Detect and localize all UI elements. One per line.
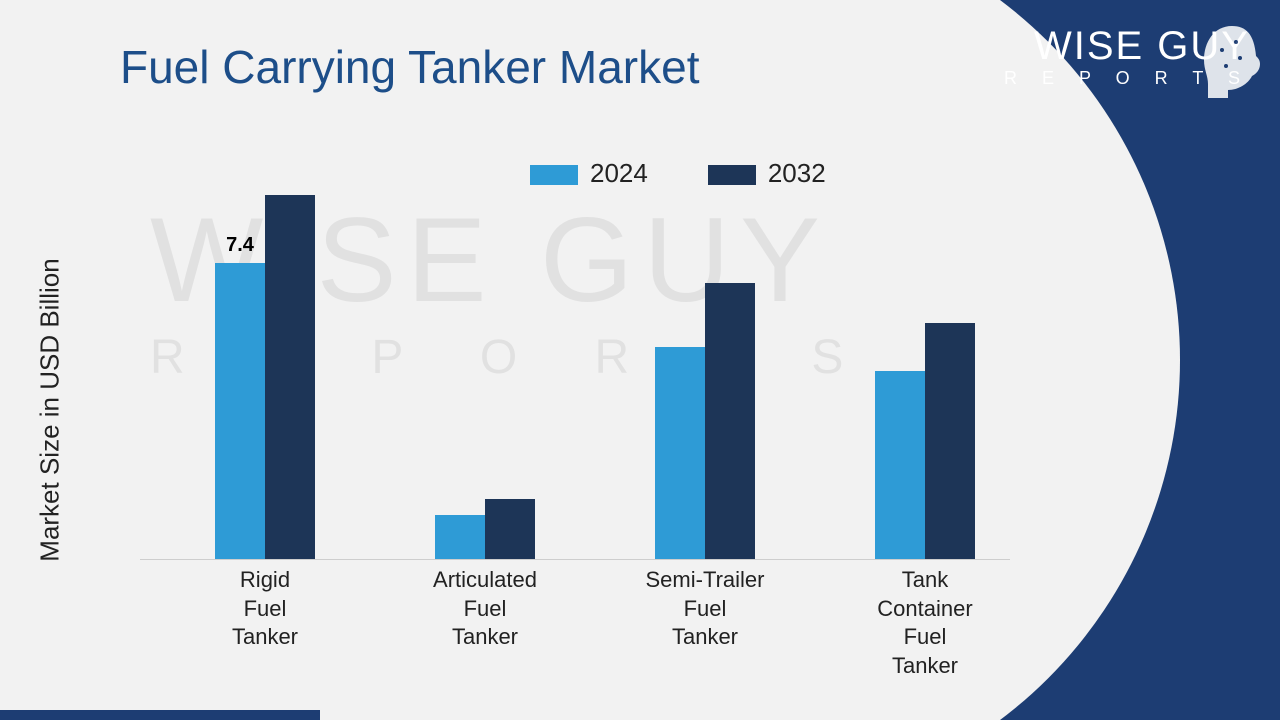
canvas: Fuel Carrying Tanker Market WISE GUY R E… [0, 0, 1280, 720]
x-tick-label: RigidFuelTanker [190, 566, 340, 652]
x-tick-label: ArticulatedFuelTanker [410, 566, 560, 652]
bar-2024 [215, 263, 265, 559]
x-tick-label: TankContainerFuelTanker [850, 566, 1000, 680]
footer-accent [0, 710, 320, 720]
bar-2024 [655, 347, 705, 559]
bar-2032 [265, 195, 315, 559]
bar-2024 [875, 371, 925, 559]
plot-area: 7.4 [140, 160, 1010, 560]
bar-2032 [485, 499, 535, 559]
head-icon [1196, 20, 1268, 110]
x-tick-label: Semi-TrailerFuelTanker [630, 566, 780, 652]
bar-2024 [435, 515, 485, 559]
bar-2032 [705, 283, 755, 559]
bar-2032 [925, 323, 975, 559]
y-axis-label: Market Size in USD Billion [35, 258, 66, 561]
chart-title: Fuel Carrying Tanker Market [120, 40, 699, 94]
chart-area: Market Size in USD Billion 7.4 RigidFuel… [60, 150, 1020, 670]
value-label: 7.4 [226, 234, 254, 257]
